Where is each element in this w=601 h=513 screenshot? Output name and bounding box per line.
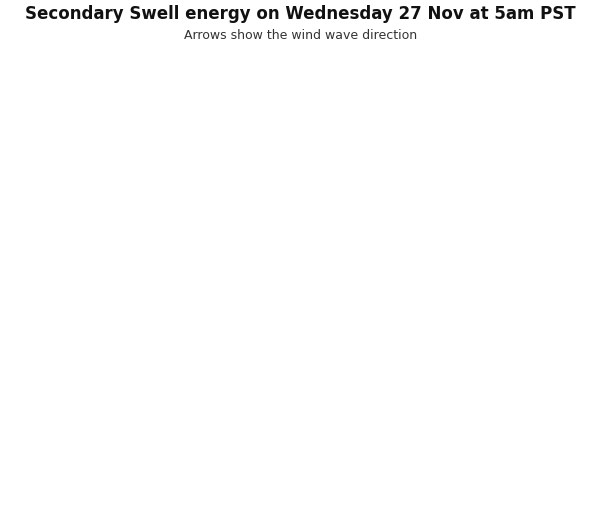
- Text: Secondary Swell energy on Wednesday 27 Nov at 5am PST: Secondary Swell energy on Wednesday 27 N…: [25, 5, 576, 23]
- Text: cartopy required: cartopy required: [243, 268, 358, 282]
- Text: Arrows show the wind wave direction: Arrows show the wind wave direction: [184, 29, 417, 42]
